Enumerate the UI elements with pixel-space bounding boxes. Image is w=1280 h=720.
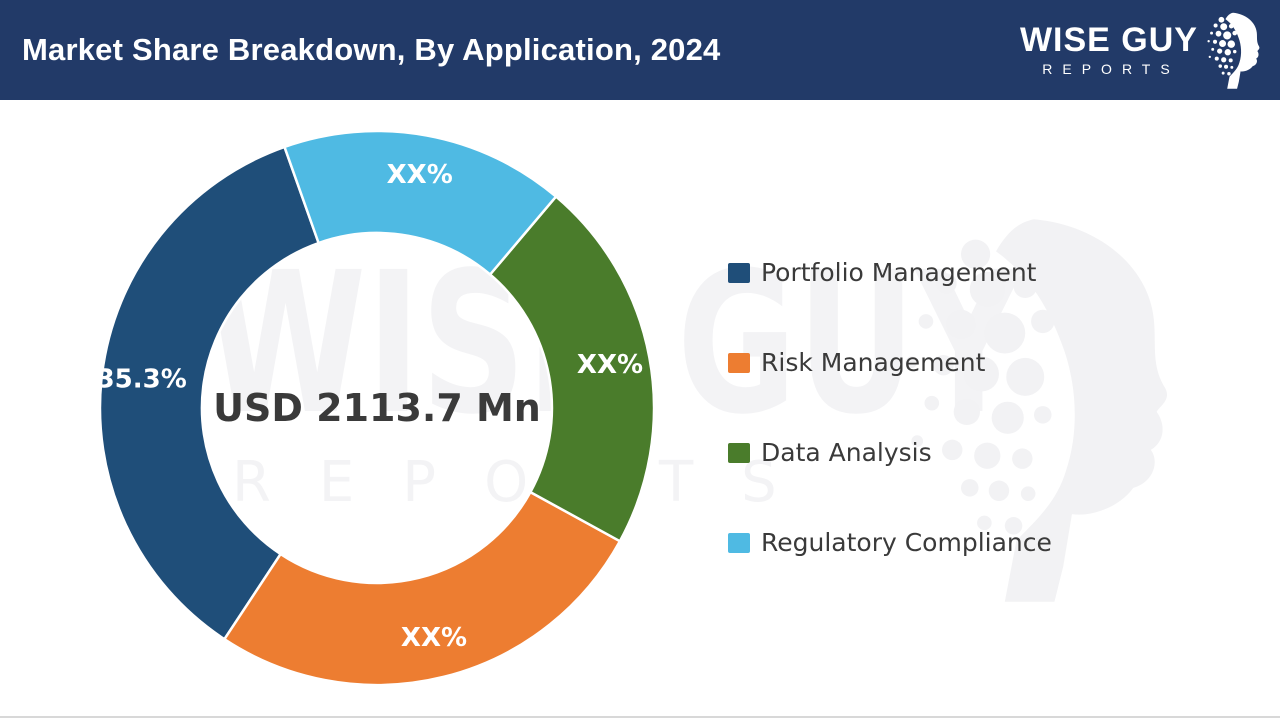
slice-value-label-data-analysis: XX% [577, 350, 643, 380]
slice-value-label-regulatory-compliance: XX% [387, 160, 453, 190]
donut-center-value: USD 2113.7 Mn [213, 386, 541, 430]
legend-item-regulatory-compliance: Regulatory Compliance [728, 528, 1052, 557]
donut-slice-data-analysis [488, 195, 656, 543]
brand-text: WISE GUY REPORTS [1020, 23, 1198, 77]
legend-label-risk-management: Risk Management [761, 348, 986, 377]
chart-area: WISE GUY REPORTS 35.3% XX% XX% XX% USD 2113… [0, 100, 1280, 720]
header: Market Share Breakdown, By Application, … [0, 0, 1280, 100]
legend-label-regulatory-compliance: Regulatory Compliance [761, 528, 1052, 557]
legend-swatch-regulatory-compliance [728, 532, 750, 553]
legend-item-risk-management: Risk Management [728, 348, 1052, 377]
logo-subtitle: REPORTS [1042, 61, 1180, 77]
watermark-reports: REPORTS [232, 450, 825, 515]
legend: Portfolio Management Risk Management Data … [728, 258, 1052, 557]
brand-logo: WISE GUY REPORTS [1020, 12, 1262, 89]
bottom-divider [0, 716, 1280, 718]
legend-label-portfolio-management: Portfolio Management [761, 258, 1037, 287]
donut-slice-risk-management [223, 490, 622, 687]
logo-head-icon [1204, 12, 1262, 89]
legend-swatch-portfolio-management [728, 262, 750, 283]
legend-label-data-analysis: Data Analysis [761, 438, 932, 467]
legend-item-portfolio-management: Portfolio Management [728, 258, 1052, 287]
legend-swatch-risk-management [728, 352, 750, 373]
page-title: Market Share Breakdown, By Application, … [22, 32, 721, 67]
slice-value-label-risk-management: XX% [401, 623, 467, 653]
legend-item-data-analysis: Data Analysis [728, 438, 1052, 467]
slice-value-label-portfolio-management: 35.3% [97, 364, 187, 394]
donut-slice-regulatory-compliance [283, 129, 558, 276]
donut-slice-portfolio-management [98, 145, 320, 641]
legend-swatch-data-analysis [728, 442, 750, 463]
donut-chart: 35.3% XX% XX% XX% [97, 129, 656, 687]
logo-wordmark: WISE GUY [1019, 21, 1198, 59]
